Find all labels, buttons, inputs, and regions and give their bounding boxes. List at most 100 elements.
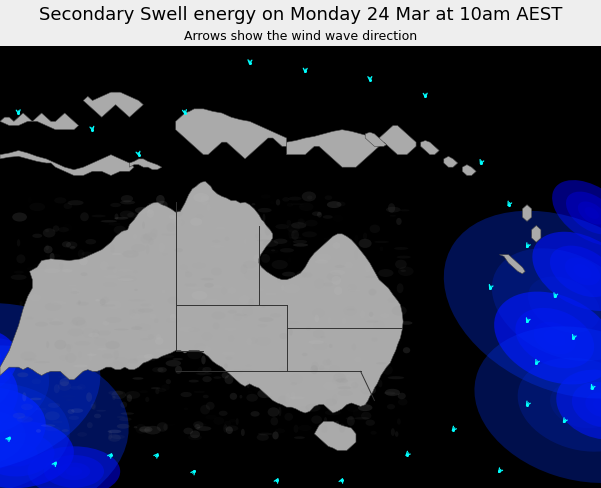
Polygon shape [499, 255, 525, 274]
Ellipse shape [335, 421, 339, 424]
Ellipse shape [81, 272, 88, 276]
Ellipse shape [25, 358, 37, 361]
Ellipse shape [585, 207, 599, 219]
Ellipse shape [365, 276, 378, 278]
Ellipse shape [400, 270, 406, 272]
Ellipse shape [114, 267, 117, 274]
Ellipse shape [87, 422, 93, 428]
Ellipse shape [54, 340, 66, 349]
Ellipse shape [155, 348, 170, 353]
Ellipse shape [115, 214, 118, 220]
Ellipse shape [59, 355, 68, 360]
Ellipse shape [257, 434, 269, 441]
Ellipse shape [52, 318, 60, 323]
Ellipse shape [308, 340, 324, 344]
Ellipse shape [345, 262, 353, 268]
Ellipse shape [123, 250, 139, 258]
Ellipse shape [70, 246, 76, 249]
Ellipse shape [246, 338, 252, 345]
Ellipse shape [155, 337, 163, 345]
Ellipse shape [550, 381, 601, 428]
Ellipse shape [290, 396, 305, 399]
Ellipse shape [117, 424, 130, 428]
Ellipse shape [147, 209, 154, 218]
Ellipse shape [108, 429, 121, 433]
Ellipse shape [97, 330, 111, 336]
Ellipse shape [230, 279, 243, 285]
Ellipse shape [222, 372, 229, 379]
Ellipse shape [201, 196, 209, 205]
Ellipse shape [305, 404, 320, 411]
Ellipse shape [94, 414, 101, 418]
Ellipse shape [44, 455, 104, 488]
Ellipse shape [347, 309, 355, 310]
Ellipse shape [121, 195, 133, 203]
Ellipse shape [138, 308, 153, 313]
Ellipse shape [294, 436, 305, 439]
Ellipse shape [135, 207, 150, 214]
Ellipse shape [100, 220, 117, 223]
Ellipse shape [222, 351, 236, 356]
Ellipse shape [0, 410, 26, 466]
Ellipse shape [110, 203, 121, 207]
Ellipse shape [180, 392, 192, 397]
Ellipse shape [216, 227, 225, 229]
Ellipse shape [97, 348, 107, 350]
Ellipse shape [100, 261, 109, 271]
Ellipse shape [279, 347, 284, 357]
Polygon shape [314, 421, 356, 450]
Ellipse shape [338, 390, 353, 396]
Ellipse shape [312, 211, 321, 216]
Ellipse shape [347, 416, 355, 426]
Ellipse shape [566, 192, 601, 234]
Ellipse shape [45, 303, 61, 311]
Ellipse shape [225, 426, 239, 431]
Ellipse shape [239, 295, 251, 304]
Ellipse shape [396, 218, 401, 225]
Ellipse shape [49, 321, 64, 325]
Ellipse shape [92, 329, 99, 339]
Ellipse shape [474, 326, 601, 483]
Ellipse shape [200, 405, 210, 414]
Ellipse shape [61, 371, 67, 377]
Ellipse shape [119, 417, 132, 421]
Ellipse shape [317, 212, 322, 218]
Ellipse shape [108, 434, 121, 442]
Polygon shape [462, 164, 476, 176]
Ellipse shape [147, 208, 154, 214]
Ellipse shape [0, 387, 46, 472]
Ellipse shape [0, 402, 23, 457]
Ellipse shape [114, 225, 126, 234]
Polygon shape [522, 204, 532, 222]
Ellipse shape [285, 393, 290, 403]
Ellipse shape [397, 256, 411, 259]
Ellipse shape [91, 404, 96, 409]
Ellipse shape [120, 201, 135, 204]
Ellipse shape [17, 416, 33, 423]
Ellipse shape [66, 242, 78, 248]
Ellipse shape [62, 269, 73, 272]
Polygon shape [287, 125, 416, 167]
Ellipse shape [313, 330, 325, 338]
Ellipse shape [324, 417, 327, 424]
Ellipse shape [193, 421, 204, 428]
Ellipse shape [151, 387, 160, 389]
Ellipse shape [206, 204, 211, 211]
Ellipse shape [139, 427, 153, 433]
Ellipse shape [251, 411, 260, 417]
Ellipse shape [585, 392, 601, 417]
Ellipse shape [112, 396, 115, 400]
Ellipse shape [0, 354, 18, 439]
Ellipse shape [261, 305, 265, 308]
Ellipse shape [118, 278, 133, 281]
Ellipse shape [358, 404, 373, 411]
Ellipse shape [96, 299, 100, 302]
Ellipse shape [0, 433, 55, 476]
Ellipse shape [246, 381, 250, 388]
Ellipse shape [296, 271, 307, 278]
Ellipse shape [342, 318, 346, 324]
Ellipse shape [494, 292, 601, 385]
Ellipse shape [273, 239, 287, 244]
Ellipse shape [134, 271, 137, 273]
Ellipse shape [254, 254, 260, 262]
